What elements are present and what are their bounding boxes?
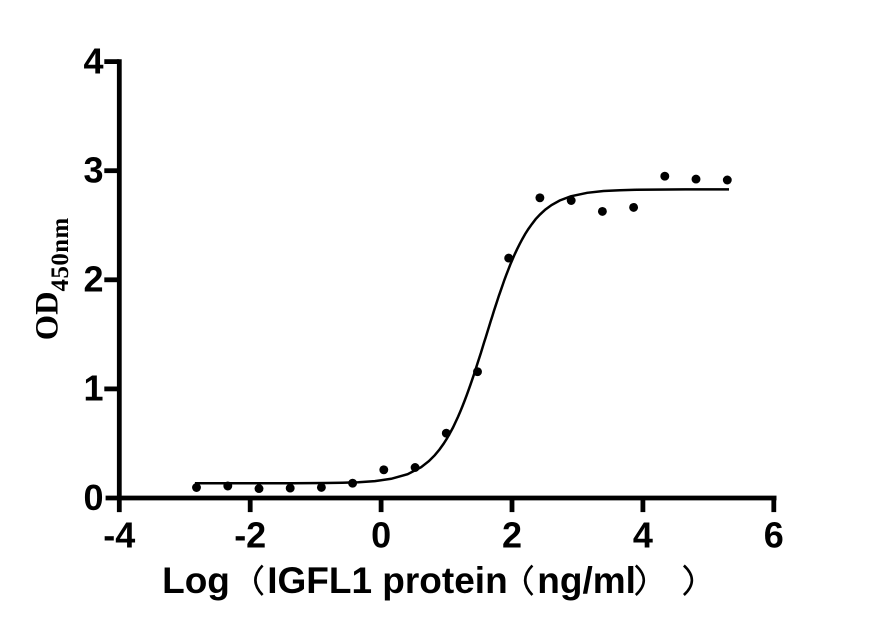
svg-text:4: 4 xyxy=(633,514,653,555)
svg-text:2: 2 xyxy=(83,259,103,300)
svg-text:3: 3 xyxy=(83,150,103,191)
svg-text:IGFL1 protein: IGFL1 protein xyxy=(267,560,508,601)
svg-text:1: 1 xyxy=(83,368,103,409)
svg-text:6: 6 xyxy=(764,514,784,555)
svg-text:Log: Log xyxy=(162,560,230,601)
svg-text:0: 0 xyxy=(371,514,391,555)
svg-text:2: 2 xyxy=(502,514,522,555)
svg-text:-4: -4 xyxy=(103,514,135,555)
svg-text:ng/ml: ng/ml xyxy=(537,560,636,601)
svg-text:-2: -2 xyxy=(234,514,266,555)
svg-text:0: 0 xyxy=(83,477,103,518)
svg-text:4: 4 xyxy=(83,40,103,81)
